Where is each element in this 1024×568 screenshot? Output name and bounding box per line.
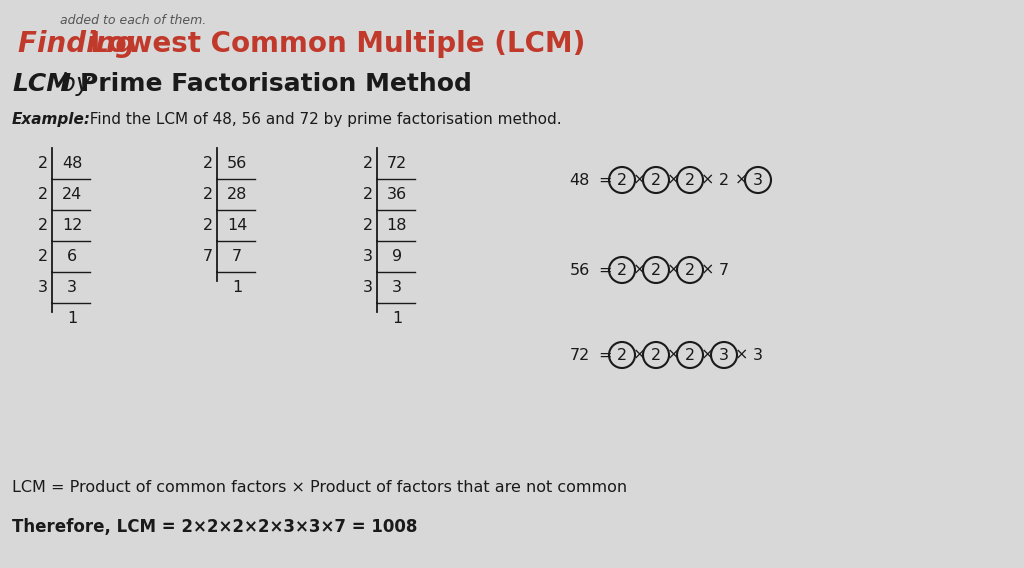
Text: 2: 2: [651, 348, 662, 362]
Text: 56: 56: [569, 262, 590, 278]
Text: 56: 56: [227, 156, 247, 171]
Text: 2: 2: [616, 348, 627, 362]
Text: 3: 3: [392, 280, 402, 295]
Text: 3: 3: [362, 249, 373, 264]
Text: 2: 2: [685, 173, 695, 187]
Text: Lowest Common Multiple (LCM): Lowest Common Multiple (LCM): [90, 30, 586, 58]
Text: Find the LCM of 48, 56 and 72 by prime factorisation method.: Find the LCM of 48, 56 and 72 by prime f…: [80, 112, 561, 127]
Text: Finding: Finding: [18, 30, 144, 58]
Text: 6: 6: [67, 249, 77, 264]
Text: 3: 3: [753, 348, 763, 362]
Text: 3: 3: [719, 348, 729, 362]
Text: 12: 12: [61, 218, 82, 233]
Text: 48: 48: [61, 156, 82, 171]
Text: 2: 2: [203, 187, 213, 202]
Text: 7: 7: [719, 262, 729, 278]
Text: 2: 2: [38, 156, 48, 171]
Text: 1: 1: [67, 311, 77, 326]
Text: ×: ×: [632, 348, 646, 362]
Text: ×: ×: [667, 262, 680, 278]
Text: by: by: [52, 72, 98, 96]
Text: =: =: [598, 173, 611, 187]
Text: 3: 3: [38, 280, 48, 295]
Text: 2: 2: [362, 187, 373, 202]
Text: ×: ×: [700, 348, 714, 362]
Text: 72: 72: [387, 156, 408, 171]
Text: ×: ×: [700, 173, 714, 187]
Text: 1: 1: [231, 280, 242, 295]
Text: 28: 28: [226, 187, 247, 202]
Text: 18: 18: [387, 218, 408, 233]
Text: Example:: Example:: [12, 112, 91, 127]
Text: added to each of them.: added to each of them.: [60, 14, 206, 27]
Text: =: =: [598, 348, 611, 362]
Text: 2: 2: [685, 262, 695, 278]
Text: 48: 48: [569, 173, 590, 187]
Text: 14: 14: [226, 218, 247, 233]
Text: Prime Factorisation Method: Prime Factorisation Method: [80, 72, 472, 96]
Text: 2: 2: [203, 156, 213, 171]
Text: 3: 3: [753, 173, 763, 187]
Text: LCM = Product of common factors × Product of factors that are not common: LCM = Product of common factors × Produc…: [12, 480, 627, 495]
Text: 36: 36: [387, 187, 408, 202]
Text: 2: 2: [362, 218, 373, 233]
Text: Therefore, LCM = 2×2×2×2×3×3×7 = 1008: Therefore, LCM = 2×2×2×2×3×3×7 = 1008: [12, 518, 418, 536]
Text: ×: ×: [734, 348, 748, 362]
Text: 1: 1: [392, 311, 402, 326]
Text: ×: ×: [632, 173, 646, 187]
Text: 2: 2: [616, 262, 627, 278]
Text: 2: 2: [38, 218, 48, 233]
Text: ×: ×: [667, 173, 680, 187]
Text: =: =: [598, 262, 611, 278]
Text: 9: 9: [392, 249, 402, 264]
Text: 2: 2: [616, 173, 627, 187]
Text: ×: ×: [734, 173, 748, 187]
Text: 2: 2: [38, 187, 48, 202]
Text: 3: 3: [362, 280, 373, 295]
Text: 2: 2: [719, 173, 729, 187]
Text: LCM: LCM: [12, 72, 71, 96]
Text: 2: 2: [651, 262, 662, 278]
Text: 7: 7: [232, 249, 242, 264]
Text: 2: 2: [685, 348, 695, 362]
Text: 2: 2: [651, 173, 662, 187]
Text: 2: 2: [203, 218, 213, 233]
Text: ×: ×: [667, 348, 680, 362]
Text: 2: 2: [362, 156, 373, 171]
Text: 72: 72: [569, 348, 590, 362]
Text: 7: 7: [203, 249, 213, 264]
Text: ×: ×: [700, 262, 714, 278]
Text: 3: 3: [67, 280, 77, 295]
Text: 2: 2: [38, 249, 48, 264]
Text: 24: 24: [61, 187, 82, 202]
Text: ×: ×: [632, 262, 646, 278]
